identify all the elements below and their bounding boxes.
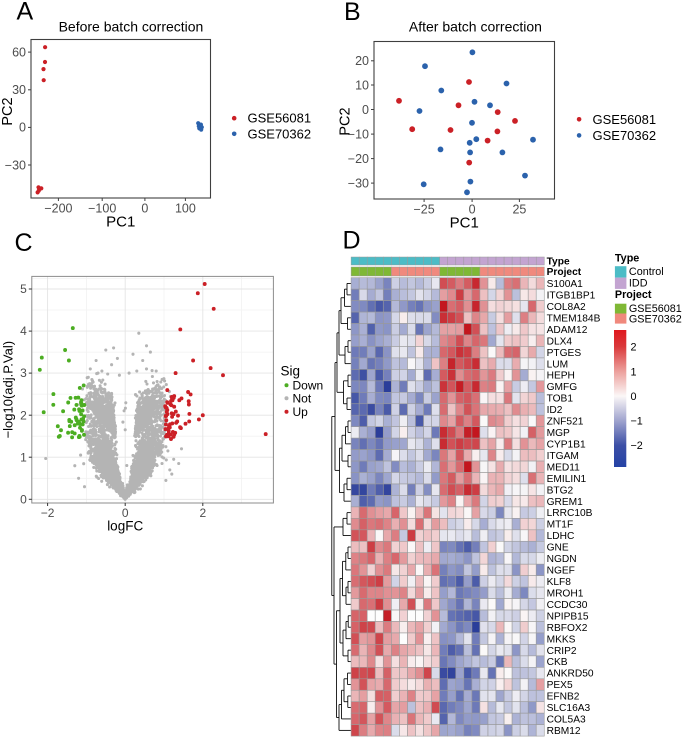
svg-text:LUM: LUM — [547, 359, 569, 370]
svg-text:NGDN: NGDN — [547, 554, 577, 565]
svg-text:D: D — [343, 227, 361, 255]
svg-text:−30: −30 — [348, 176, 369, 190]
svg-text:0: 0 — [362, 103, 369, 117]
svg-text:IDD: IDD — [629, 278, 648, 290]
svg-text:GSE70362: GSE70362 — [248, 126, 312, 141]
svg-text:30: 30 — [12, 83, 26, 97]
svg-text:CCDC30: CCDC30 — [547, 600, 588, 611]
svg-text:60: 60 — [12, 45, 26, 59]
svg-text:MKKS: MKKS — [547, 634, 576, 645]
svg-text:1: 1 — [20, 450, 27, 464]
svg-text:PC2: PC2 — [337, 107, 353, 135]
svg-text:PTGES: PTGES — [547, 348, 582, 359]
svg-text:A: A — [17, 0, 34, 26]
svg-text:GSE56081: GSE56081 — [248, 111, 312, 126]
svg-text:EMILIN1: EMILIN1 — [547, 474, 587, 485]
svg-text:4: 4 — [20, 324, 27, 338]
svg-text:TOB1: TOB1 — [547, 394, 574, 405]
svg-text:COL8A2: COL8A2 — [547, 302, 586, 313]
svg-text:−1: −1 — [631, 416, 643, 428]
svg-text:Type: Type — [547, 257, 570, 268]
svg-text:RBFOX2: RBFOX2 — [547, 623, 588, 634]
svg-text:−log10(adj.P.Val): −log10(adj.P.Val) — [1, 341, 16, 438]
svg-text:2: 2 — [199, 506, 206, 520]
svg-text:10: 10 — [355, 78, 369, 92]
svg-text:Before batch correction: Before batch correction — [59, 18, 204, 34]
svg-text:Down: Down — [293, 378, 324, 392]
svg-text:0: 0 — [141, 202, 148, 216]
svg-text:MT1F: MT1F — [547, 520, 574, 531]
svg-text:Project: Project — [615, 289, 652, 301]
svg-text:COL5A3: COL5A3 — [547, 715, 586, 726]
svg-text:−10: −10 — [348, 127, 369, 141]
svg-text:25: 25 — [512, 203, 526, 217]
svg-text:0: 0 — [122, 506, 129, 520]
svg-text:5: 5 — [20, 282, 27, 296]
svg-text:GSE70362: GSE70362 — [629, 313, 682, 325]
svg-text:0: 0 — [631, 391, 637, 403]
svg-text:0: 0 — [19, 121, 26, 135]
svg-text:LRRC10B: LRRC10B — [547, 508, 593, 519]
svg-text:ITGB1BP1: ITGB1BP1 — [547, 290, 596, 301]
svg-text:20: 20 — [355, 54, 369, 68]
svg-text:0: 0 — [20, 492, 27, 506]
svg-text:After batch correction: After batch correction — [409, 19, 542, 35]
svg-text:RBM12: RBM12 — [547, 726, 581, 737]
svg-text:−2: −2 — [631, 440, 643, 452]
svg-text:0: 0 — [469, 203, 476, 217]
svg-text:PC2: PC2 — [0, 97, 16, 125]
svg-text:Type: Type — [615, 253, 639, 265]
svg-text:LDHC: LDHC — [547, 531, 575, 542]
svg-text:Control: Control — [629, 266, 664, 278]
svg-text:GSE56081: GSE56081 — [629, 303, 682, 315]
svg-text:100: 100 — [175, 202, 196, 216]
svg-text:−25: −25 — [413, 203, 434, 217]
svg-text:Up: Up — [293, 405, 309, 419]
svg-text:NGEF: NGEF — [547, 566, 575, 577]
svg-text:GSE70362: GSE70362 — [593, 128, 657, 143]
svg-text:NPIPB15: NPIPB15 — [547, 611, 589, 622]
svg-text:3: 3 — [20, 366, 27, 380]
svg-text:−100: −100 — [88, 202, 116, 216]
svg-text:TMEM184B: TMEM184B — [547, 313, 601, 324]
svg-text:EFNB2: EFNB2 — [547, 692, 580, 703]
svg-text:−20: −20 — [348, 152, 369, 166]
svg-text:GMFG: GMFG — [547, 382, 578, 393]
svg-text:DLX4: DLX4 — [547, 336, 573, 347]
svg-text:2: 2 — [20, 408, 27, 422]
svg-text:2: 2 — [631, 342, 637, 354]
svg-text:PC1: PC1 — [106, 214, 135, 231]
svg-text:ITGAM: ITGAM — [547, 451, 579, 462]
svg-text:C: C — [15, 229, 33, 257]
svg-text:Project: Project — [547, 267, 582, 278]
svg-text:CKB: CKB — [547, 657, 568, 668]
svg-text:GREM1: GREM1 — [547, 497, 584, 508]
svg-text:1: 1 — [631, 366, 637, 378]
svg-text:GNE: GNE — [547, 543, 569, 554]
svg-text:−200: −200 — [44, 202, 72, 216]
svg-text:PEX5: PEX5 — [547, 680, 573, 691]
svg-text:SLC16A3: SLC16A3 — [547, 703, 591, 714]
svg-text:logFC: logFC — [107, 519, 143, 534]
svg-text:HEPH: HEPH — [547, 371, 575, 382]
svg-text:S100A1: S100A1 — [547, 279, 584, 290]
svg-text:−30: −30 — [5, 158, 26, 172]
svg-text:MROH1: MROH1 — [547, 588, 584, 599]
svg-text:Not: Not — [293, 392, 312, 406]
svg-text:MED11: MED11 — [547, 462, 581, 473]
svg-text:Sig: Sig — [281, 364, 301, 379]
svg-text:PC1: PC1 — [450, 215, 479, 232]
svg-text:B: B — [344, 0, 361, 26]
svg-text:BTG2: BTG2 — [547, 485, 574, 496]
svg-text:ANKRD50: ANKRD50 — [547, 669, 594, 680]
svg-text:ZNF521: ZNF521 — [547, 417, 584, 428]
svg-text:KLF8: KLF8 — [547, 577, 572, 588]
svg-text:MGP: MGP — [547, 428, 570, 439]
svg-text:GSE56081: GSE56081 — [593, 112, 657, 127]
svg-text:ID2: ID2 — [547, 405, 563, 416]
svg-text:CYP1B1: CYP1B1 — [547, 439, 586, 450]
svg-text:ADAM12: ADAM12 — [547, 325, 588, 336]
svg-text:CRIP2: CRIP2 — [547, 646, 577, 657]
svg-text:−2: −2 — [41, 506, 55, 520]
